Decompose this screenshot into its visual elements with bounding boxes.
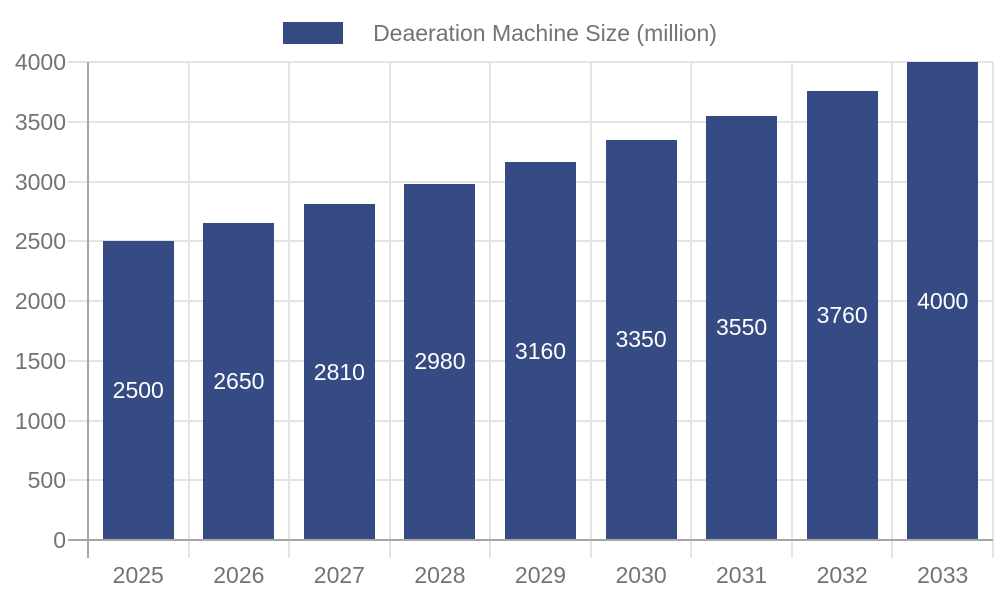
y-tick-label: 2500 [14,228,66,255]
bar-value-label: 2810 [313,358,365,385]
v-gridline [690,62,693,558]
bar: 3760 [806,90,878,540]
x-tick-label: 2030 [615,562,667,588]
x-tick-label: 2026 [213,562,265,588]
h-gridline [68,120,993,123]
bar-value-label: 3760 [816,301,868,328]
legend: Deaeration Machine Size (million) [0,16,1000,50]
y-tick-label: 500 [27,467,66,494]
v-gridline [790,62,793,558]
y-tick-label: 0 [53,527,66,553]
v-gridline [589,62,592,558]
legend-swatch [283,22,344,44]
v-gridline [891,62,894,558]
x-tick-label: 2027 [313,562,365,588]
v-gridline [288,62,291,558]
bar-value-label: 2500 [112,377,164,404]
bar: 3550 [706,115,778,540]
legend-label: Deaeration Machine Size (million) [373,19,717,46]
x-tick-label: 2033 [917,562,969,588]
bar-value-label: 2980 [414,348,466,375]
x-tick-label: 2029 [514,562,567,588]
x-tick-label: 2032 [816,562,868,588]
bar-value-label: 3550 [716,314,768,341]
bar: 4000 [907,62,979,540]
bar: 3350 [605,139,677,540]
v-gridline [992,62,994,558]
x-tick-label: 2025 [112,562,164,588]
bar: 3160 [505,162,576,540]
bar: 2650 [203,223,275,540]
y-tick-label: 1000 [14,407,66,434]
bar: 2500 [102,241,174,540]
v-gridline [489,62,492,558]
bar: 2810 [303,204,375,540]
y-tick-label: 3000 [14,168,66,195]
x-axis-line [68,539,993,541]
bar-value-label: 3350 [615,326,667,353]
h-gridline [68,61,993,63]
y-tick-label: 3500 [14,108,66,135]
x-tick-label: 2031 [716,562,768,588]
y-tick-label: 4000 [14,49,66,75]
bar: 2980 [404,183,476,540]
x-tick-label: 2028 [414,562,466,588]
bar-value-label: 4000 [917,287,969,314]
v-gridline [187,62,190,558]
y-tick-label: 2000 [14,288,66,314]
bar-value-label: 3160 [514,337,567,364]
bar-value-label: 2650 [213,368,265,395]
y-axis-line [87,62,89,558]
y-tick-label: 1500 [14,347,66,374]
v-gridline [388,62,391,558]
